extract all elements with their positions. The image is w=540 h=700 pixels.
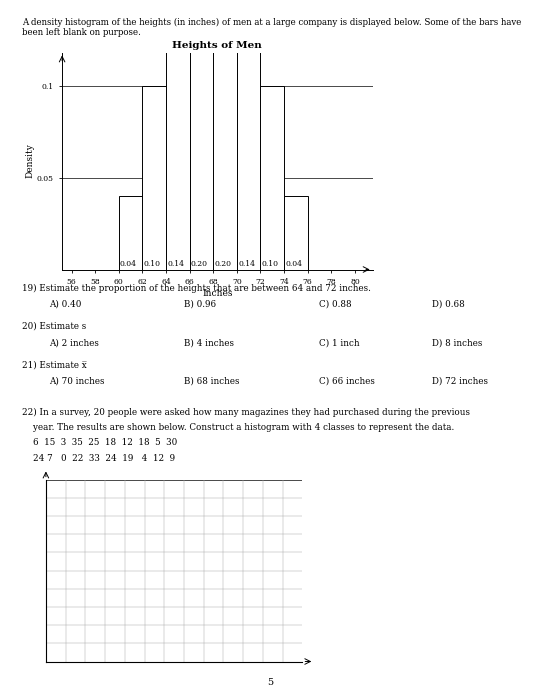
Text: 24 7   0  22  33  24  19   4  12  9: 24 7 0 22 33 24 19 4 12 9 <box>22 454 175 463</box>
Text: been left blank on purpose.: been left blank on purpose. <box>22 28 140 37</box>
Text: 0.14: 0.14 <box>167 260 184 267</box>
Title: Heights of Men: Heights of Men <box>172 41 262 50</box>
Bar <box>260 85 284 270</box>
Text: C) 66 inches: C) 66 inches <box>319 377 374 386</box>
Text: 0.14: 0.14 <box>238 260 255 267</box>
Bar <box>213 0 237 270</box>
Text: 0.10: 0.10 <box>261 260 279 267</box>
Text: 0.04: 0.04 <box>285 260 302 267</box>
Text: A) 2 inches: A) 2 inches <box>49 338 98 347</box>
Bar <box>237 12 260 270</box>
Bar <box>143 85 166 270</box>
Text: 19) Estimate the proportion of the heights that are between 64 and 72 inches.: 19) Estimate the proportion of the heigh… <box>22 284 370 293</box>
Text: B) 68 inches: B) 68 inches <box>184 377 239 386</box>
Text: B) 4 inches: B) 4 inches <box>184 338 234 347</box>
Text: 0.10: 0.10 <box>144 260 160 267</box>
Y-axis label: Density: Density <box>25 144 34 178</box>
Bar <box>166 12 190 270</box>
Text: 22) In a survey, 20 people were asked how many magazines they had purchased duri: 22) In a survey, 20 people were asked ho… <box>22 407 470 416</box>
Text: A) 70 inches: A) 70 inches <box>49 377 104 386</box>
Text: 5: 5 <box>267 678 273 687</box>
Text: B) 0.96: B) 0.96 <box>184 300 215 309</box>
Bar <box>190 0 213 270</box>
Text: 6  15  3  35  25  18  12  18  5  30: 6 15 3 35 25 18 12 18 5 30 <box>22 438 177 447</box>
X-axis label: Inches: Inches <box>202 288 233 298</box>
Bar <box>119 196 143 270</box>
Text: C) 1 inch: C) 1 inch <box>319 338 359 347</box>
Text: 0.20: 0.20 <box>214 260 232 267</box>
Text: 0.04: 0.04 <box>120 260 137 267</box>
Text: 20) Estimate s: 20) Estimate s <box>22 322 86 331</box>
Text: C) 0.88: C) 0.88 <box>319 300 351 309</box>
Text: D) 8 inches: D) 8 inches <box>432 338 482 347</box>
Bar <box>284 196 308 270</box>
Text: year. The results are shown below. Construct a histogram with 4 classes to repre: year. The results are shown below. Const… <box>22 423 454 432</box>
Text: D) 72 inches: D) 72 inches <box>432 377 488 386</box>
Text: D) 0.68: D) 0.68 <box>432 300 465 309</box>
Text: 0.20: 0.20 <box>191 260 208 267</box>
Text: A density histogram of the heights (in inches) of men at a large company is disp: A density histogram of the heights (in i… <box>22 18 521 27</box>
Text: 21) Estimate x̅: 21) Estimate x̅ <box>22 360 86 370</box>
Text: A) 0.40: A) 0.40 <box>49 300 81 309</box>
